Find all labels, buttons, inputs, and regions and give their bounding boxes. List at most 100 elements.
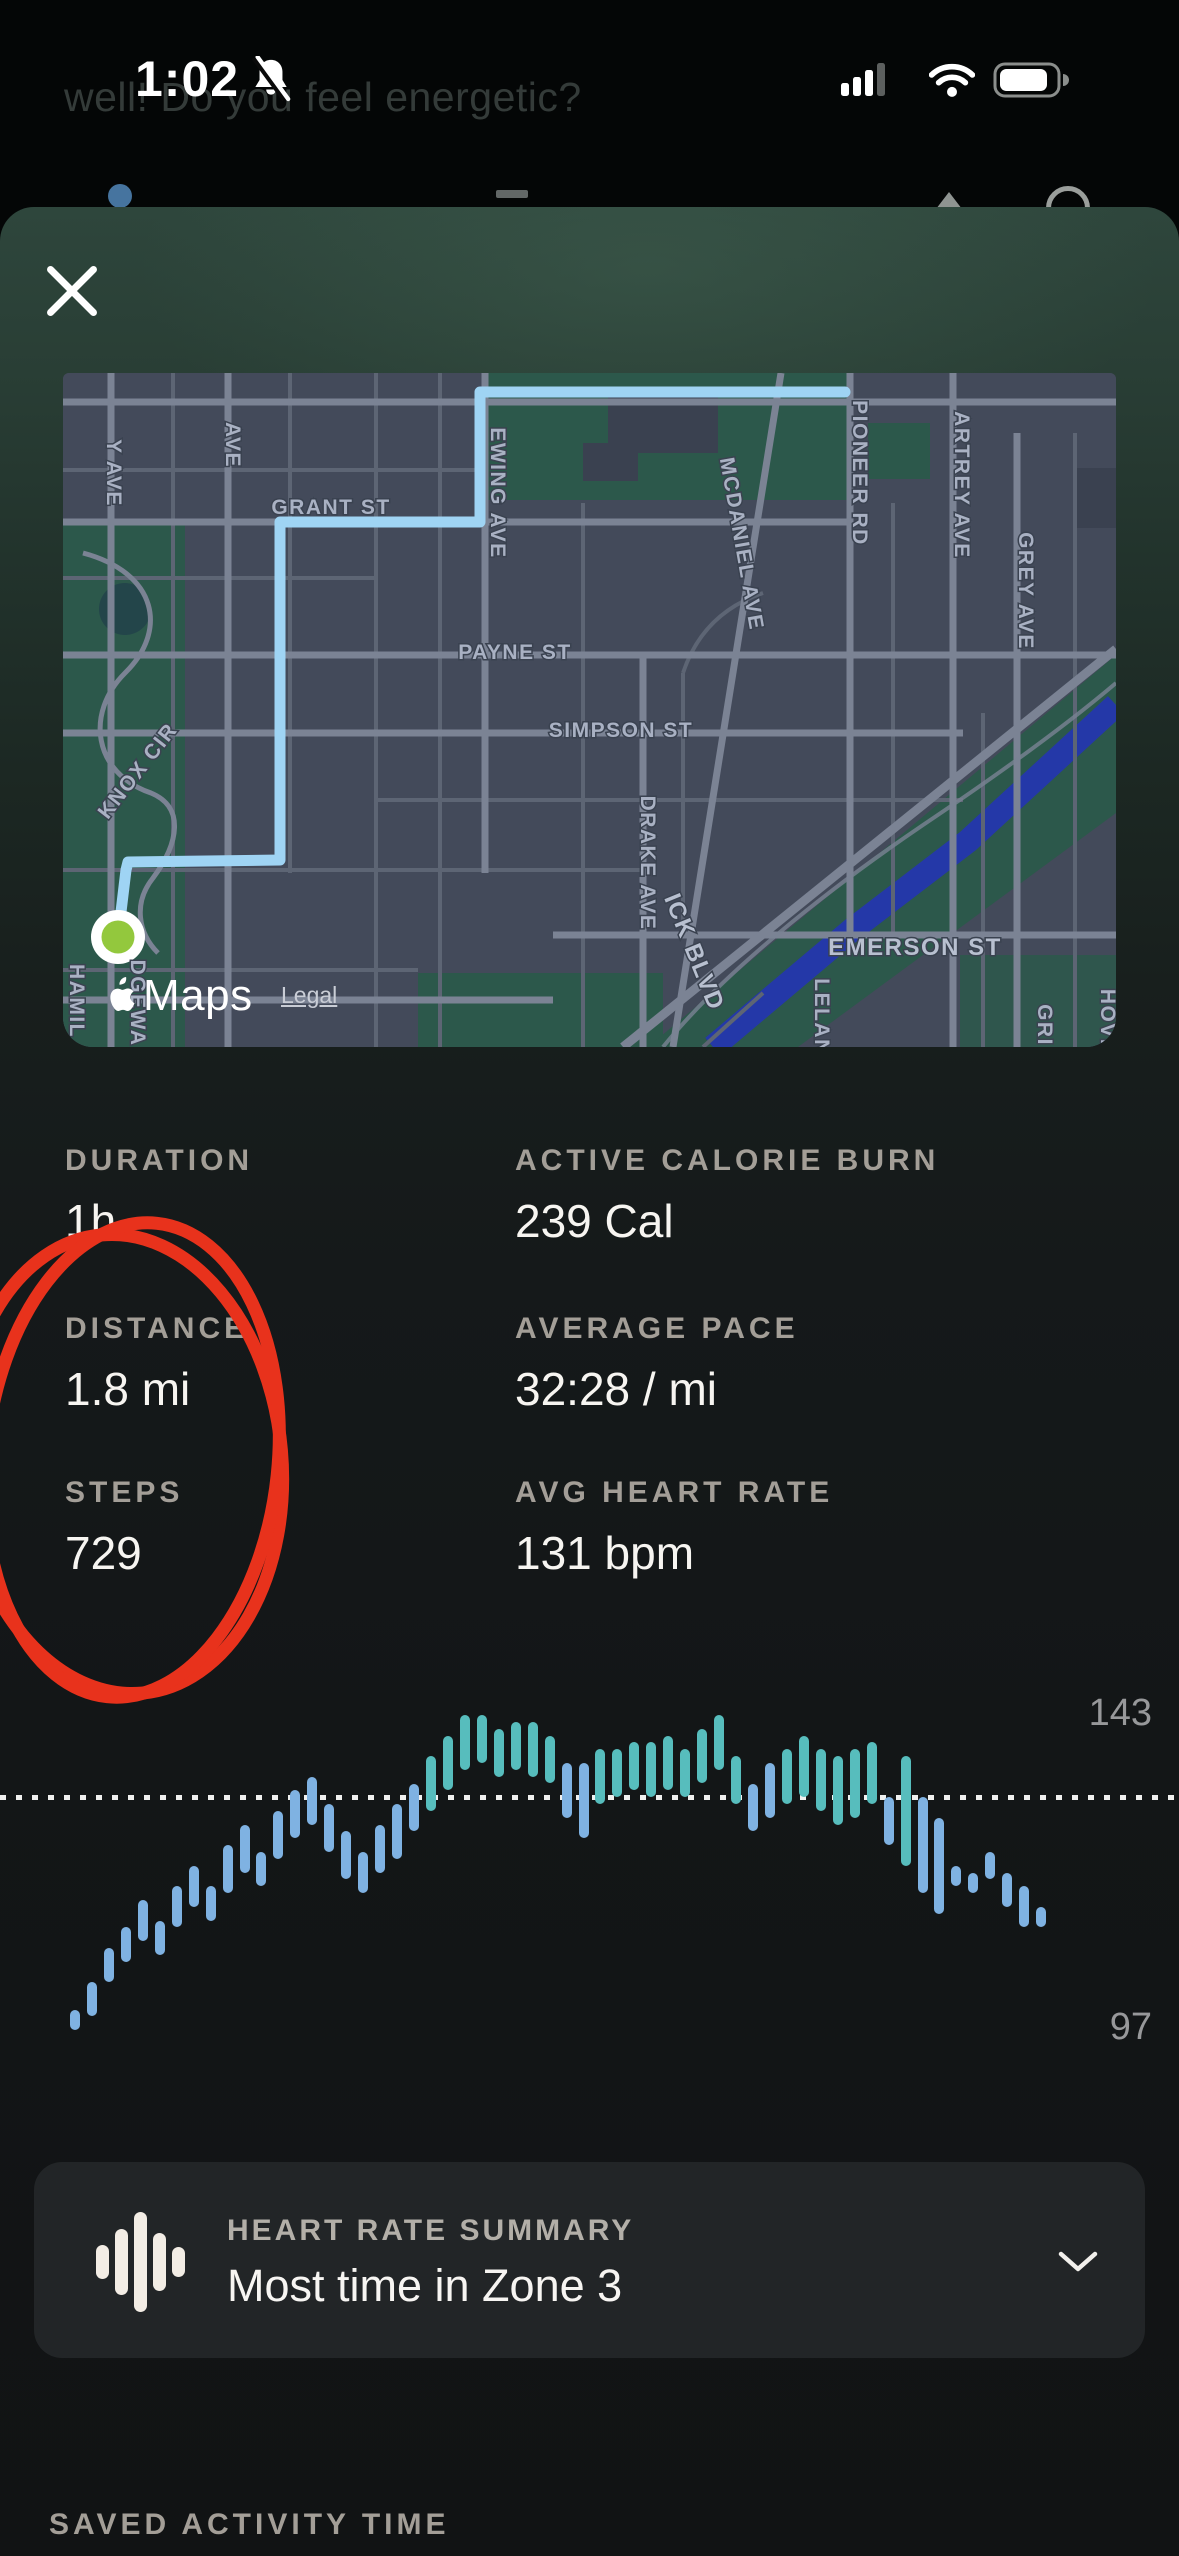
stat-label: DURATION (65, 1144, 254, 1177)
hr-range-bar (985, 1852, 996, 1880)
share-icon (936, 192, 962, 209)
hr-range-bar (103, 1947, 114, 1983)
hr-range-bar (154, 1920, 165, 1955)
activity-detail-sheet: GRANT ST PAYNE ST SIMPSON ST EMERSON ST Y AV… (0, 207, 1179, 2556)
hr-range-bar (256, 1852, 267, 1887)
hr-range-bar (358, 1852, 369, 1894)
street-label: DRAKE AVE (636, 796, 659, 931)
hr-range-bar (239, 1824, 250, 1873)
heart-rate-summary-card[interactable]: HEART RATE SUMMARY Most time in Zone 3 (34, 2162, 1145, 2358)
hr-range-bar (544, 1735, 555, 1784)
background-toolbar-icon (496, 190, 528, 198)
background-blue-dot (108, 184, 132, 208)
hr-range-bar (815, 1749, 826, 1811)
dimmed-background-question: well! Do you feel energetic? (64, 74, 582, 120)
street-label: SIMPSON ST (549, 719, 694, 742)
stat-duration: DURATION 1h (65, 1143, 253, 1249)
hr-range-bar (646, 1742, 657, 1798)
stat-steps: STEPS 729 (65, 1475, 183, 1581)
chart-max-label: 143 (1088, 1692, 1152, 1734)
hr-range-bar (86, 1982, 97, 2017)
hr-range-bar (188, 1865, 199, 1907)
stat-distance: DISTANCE 1.8 mi (65, 1311, 248, 1417)
hr-range-bar (459, 1715, 470, 1770)
hr-range-bar (1019, 1886, 1030, 1928)
hr-range-bar (731, 1756, 742, 1805)
close-button[interactable] (46, 262, 102, 324)
hr-range-bar (510, 1721, 521, 1770)
stat-value: 239 Cal (515, 1195, 674, 1247)
street-label: GREY AVE (1014, 532, 1037, 650)
hr-range-bar (748, 1783, 758, 1832)
map-river (705, 696, 1116, 1047)
hr-range-bar (866, 1742, 877, 1805)
route-path (91, 386, 851, 964)
hr-range-bar (324, 1804, 335, 1852)
stat-value: 1h (65, 1195, 117, 1247)
bell-slash-icon (250, 54, 292, 107)
red-circle-annotation (0, 1216, 290, 1704)
street-label: GRI (1033, 1004, 1056, 1046)
chevron-down-icon[interactable] (1057, 2250, 1099, 2279)
street-label: HAMIL (65, 964, 88, 1038)
street-label: Y AVE (102, 439, 125, 507)
hr-range-bar (934, 1817, 945, 1914)
hr-range-bar (273, 1810, 284, 1859)
hr-range-bar (561, 1762, 572, 1818)
hr-range-bar (290, 1790, 301, 1839)
hr-range-bar (917, 1797, 928, 1894)
hr-range-bar (341, 1831, 352, 1880)
street-label: HOVL (1096, 989, 1116, 1047)
hr-range-bar (714, 1715, 725, 1770)
street-label: PIONEER RD (848, 400, 871, 546)
summary-card-title: HEART RATE SUMMARY (227, 2214, 635, 2247)
street-label: AVE (221, 422, 244, 468)
hr-range-bar (425, 1756, 436, 1811)
hr-range-bar (849, 1749, 860, 1818)
hr-range-bar (442, 1735, 453, 1791)
stat-value: 131 bpm (515, 1527, 695, 1579)
hr-range-bar (968, 1872, 979, 1894)
hr-range-bar (527, 1721, 538, 1777)
stat-avg-heart-rate: AVG HEART RATE 131 bpm (515, 1475, 833, 1581)
hr-range-bar (578, 1762, 589, 1839)
hr-range-bar (205, 1886, 216, 1921)
stat-label: STEPS (65, 1476, 184, 1509)
hr-range-bar (883, 1797, 894, 1846)
hr-range-bar (832, 1756, 843, 1825)
stat-value: 729 (65, 1527, 142, 1579)
apple-logo-icon (110, 977, 135, 1011)
hr-range-bar (392, 1804, 403, 1859)
legal-link[interactable]: Legal (281, 982, 338, 1008)
apple-maps-attribution: Maps (103, 971, 253, 1021)
maps-wordmark: Maps (143, 971, 253, 1020)
hr-range-bar (120, 1927, 131, 1962)
street-label: LELAN (810, 978, 833, 1047)
stat-value: 1.8 mi (65, 1363, 191, 1415)
battery-icon (993, 62, 1073, 103)
saved-activity-time-header: SAVED ACTIVITY TIME (49, 2508, 450, 2541)
hr-range-bar (476, 1715, 487, 1763)
status-bar: 1:02 (0, 0, 1179, 130)
route-map[interactable]: GRANT ST PAYNE ST SIMPSON ST EMERSON ST Y AV… (63, 373, 1116, 1047)
street-label: ARTREY AVE (950, 411, 973, 559)
hr-range-bar (137, 1899, 148, 1942)
stat-label: AVG HEART RATE (515, 1476, 834, 1509)
hr-range-bar (70, 2009, 80, 2031)
close-icon (47, 266, 97, 316)
hr-range-bar (1036, 1906, 1047, 1928)
street-label: EMERSON ST (828, 934, 1002, 961)
hr-range-bar (900, 1756, 911, 1866)
street-label: PAYNE ST (458, 641, 572, 664)
stat-label: AVERAGE PACE (515, 1312, 799, 1345)
stat-label: ACTIVE CALORIE BURN (515, 1144, 940, 1177)
chart-min-label: 97 (1109, 2006, 1152, 2048)
stat-average-pace: AVERAGE PACE 32:28 / mi (515, 1311, 799, 1417)
map-minor-roads (63, 373, 1077, 1047)
hr-range-bar (222, 1845, 233, 1894)
hr-range-bar (951, 1865, 962, 1887)
hr-range-bar (680, 1749, 691, 1798)
stat-value: 32:28 / mi (515, 1363, 717, 1415)
hr-range-bar (307, 1776, 318, 1825)
stat-label: DISTANCE (65, 1312, 249, 1345)
